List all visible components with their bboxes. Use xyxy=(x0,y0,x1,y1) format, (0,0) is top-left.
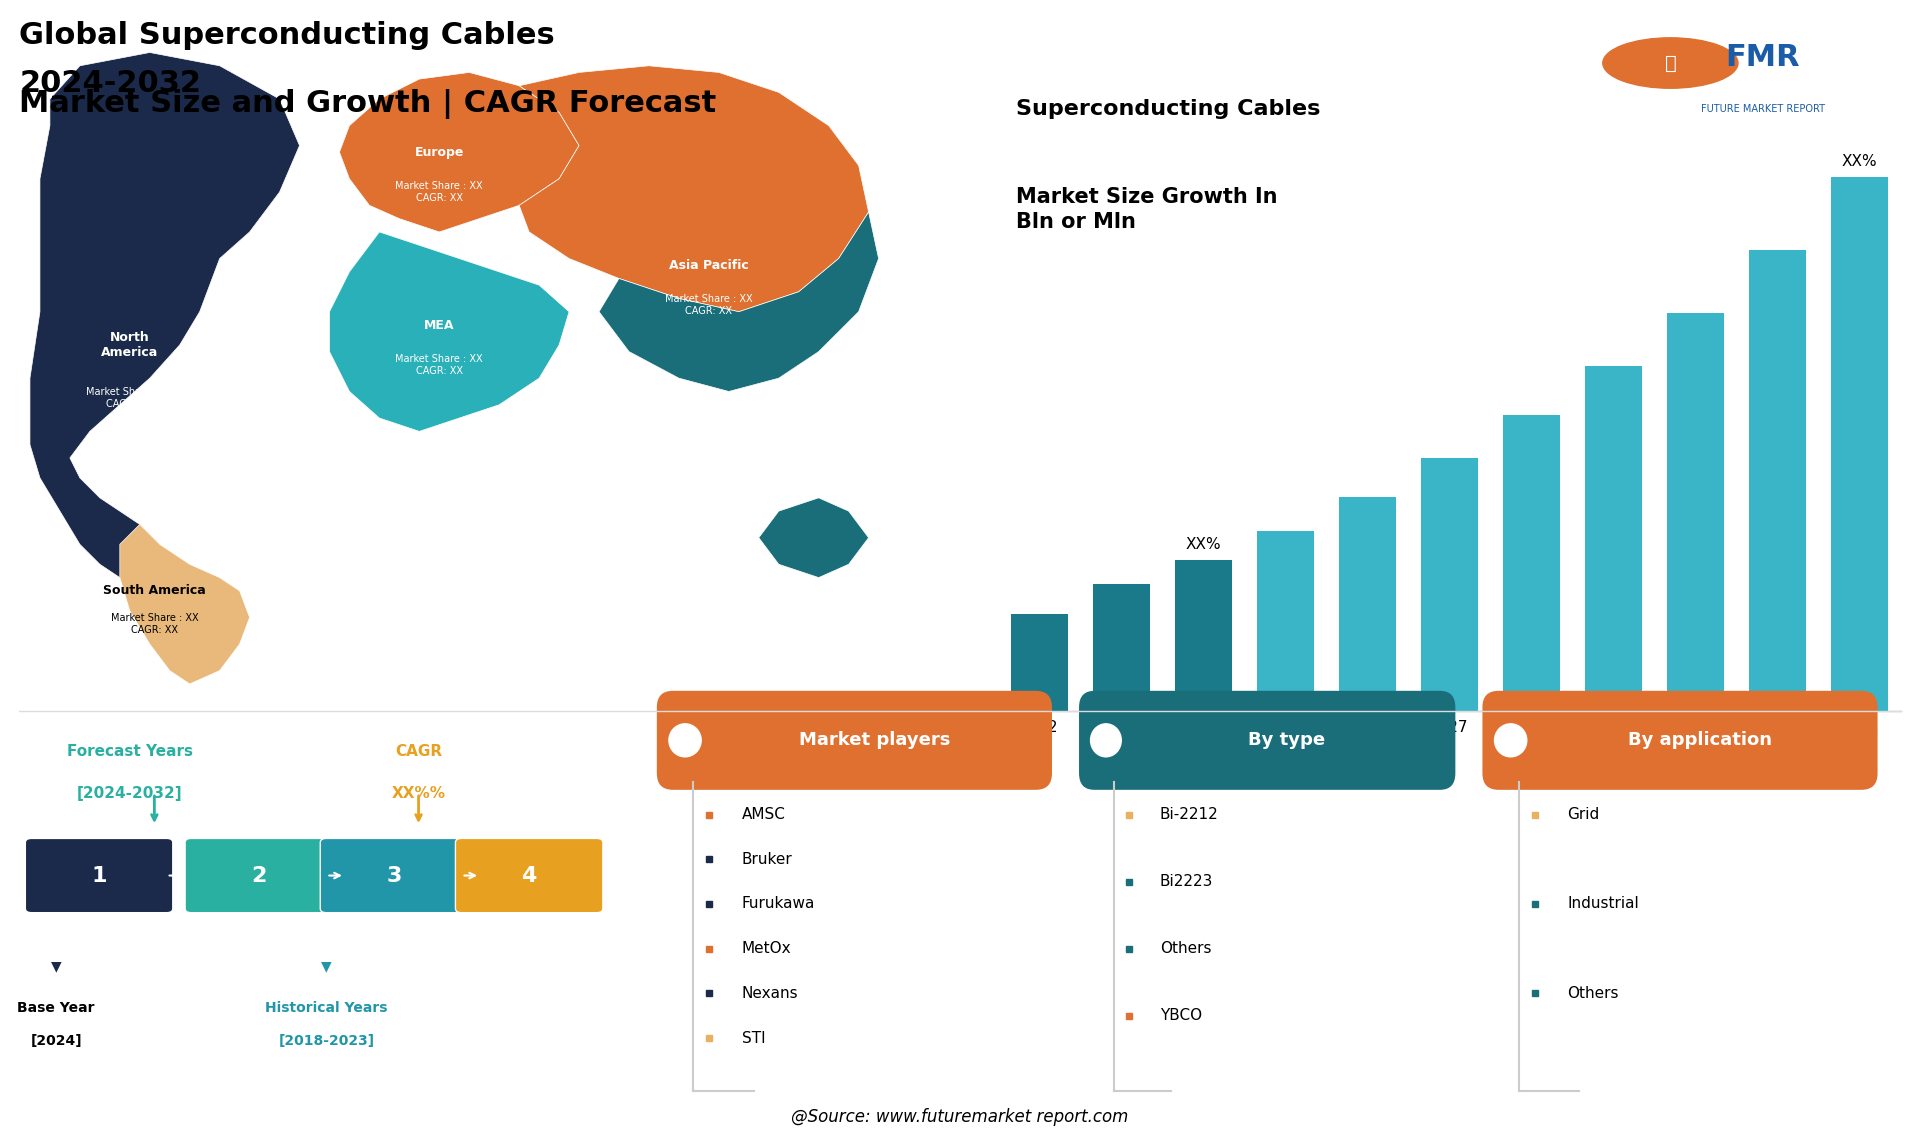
Text: 2024-2032: 2024-2032 xyxy=(19,69,202,97)
Text: Furukawa: Furukawa xyxy=(741,896,814,911)
Bar xyxy=(1667,313,1724,711)
Polygon shape xyxy=(119,525,250,684)
Text: Bruker: Bruker xyxy=(741,851,793,866)
Bar xyxy=(1010,613,1068,711)
Text: Asia Pacific: Asia Pacific xyxy=(668,259,749,272)
Circle shape xyxy=(1603,38,1738,88)
Text: Bi2223: Bi2223 xyxy=(1160,874,1213,889)
Polygon shape xyxy=(518,65,868,312)
Text: MetOx: MetOx xyxy=(741,941,791,956)
Bar xyxy=(1175,560,1233,711)
Text: 4: 4 xyxy=(522,865,538,886)
Text: ▼: ▼ xyxy=(321,959,332,973)
Bar xyxy=(1092,584,1150,711)
Bar xyxy=(1421,458,1478,711)
Text: By application: By application xyxy=(1628,731,1772,749)
Polygon shape xyxy=(758,497,868,578)
Text: North
America: North America xyxy=(102,331,159,359)
Circle shape xyxy=(1494,724,1526,756)
Text: Others: Others xyxy=(1567,986,1619,1000)
Text: YBCO: YBCO xyxy=(1160,1008,1202,1023)
Text: 2: 2 xyxy=(252,865,267,886)
Bar xyxy=(1749,250,1807,711)
Text: Industrial: Industrial xyxy=(1567,896,1640,911)
Bar xyxy=(1586,367,1642,711)
Text: 🔭: 🔭 xyxy=(1665,54,1676,72)
FancyBboxPatch shape xyxy=(321,839,468,912)
FancyBboxPatch shape xyxy=(657,691,1052,790)
Text: CAGR: CAGR xyxy=(396,744,442,760)
Text: Grid: Grid xyxy=(1567,807,1599,822)
Text: Forecast Years: Forecast Years xyxy=(67,744,192,760)
Text: AMSC: AMSC xyxy=(741,807,785,822)
Bar xyxy=(1832,178,1889,711)
FancyBboxPatch shape xyxy=(1482,691,1878,790)
Text: [2024]: [2024] xyxy=(31,1034,83,1047)
Text: Market Share : XX
CAGR: XX: Market Share : XX CAGR: XX xyxy=(111,613,198,635)
Text: MEA: MEA xyxy=(424,319,455,331)
FancyBboxPatch shape xyxy=(184,839,332,912)
Text: Base Year: Base Year xyxy=(17,1000,94,1014)
Text: Nexans: Nexans xyxy=(741,986,799,1000)
Text: Europe: Europe xyxy=(415,146,465,158)
Text: Global Superconducting Cables: Global Superconducting Cables xyxy=(19,21,555,49)
Polygon shape xyxy=(31,53,300,578)
Text: XX%: XX% xyxy=(1187,537,1221,552)
Text: Others: Others xyxy=(1160,941,1212,956)
Text: @Source: www.futuremarket report.com: @Source: www.futuremarket report.com xyxy=(791,1108,1129,1127)
Text: STI: STI xyxy=(741,1030,766,1045)
Bar xyxy=(1338,497,1396,711)
Text: South America: South America xyxy=(104,584,205,597)
Text: Bi-2212: Bi-2212 xyxy=(1160,807,1219,822)
Text: 1: 1 xyxy=(92,865,108,886)
Circle shape xyxy=(1091,724,1121,756)
Text: FUTURE MARKET REPORT: FUTURE MARKET REPORT xyxy=(1701,104,1824,113)
Text: 3: 3 xyxy=(386,865,401,886)
Text: Market Share : XX
CAGR: XX: Market Share : XX CAGR: XX xyxy=(396,354,484,376)
Polygon shape xyxy=(599,212,879,392)
Text: Market Share : XX
CAGR: XX: Market Share : XX CAGR: XX xyxy=(86,387,173,409)
FancyBboxPatch shape xyxy=(25,839,173,912)
FancyBboxPatch shape xyxy=(455,839,603,912)
Text: Superconducting Cables: Superconducting Cables xyxy=(1016,99,1321,119)
Bar xyxy=(1503,415,1561,711)
Text: [2018-2023]: [2018-2023] xyxy=(278,1034,374,1047)
Bar xyxy=(1258,531,1315,711)
Text: XX%%: XX%% xyxy=(392,785,445,801)
Text: Market Share : XX
CAGR: XX: Market Share : XX CAGR: XX xyxy=(396,181,484,203)
Text: [2024-2032]: [2024-2032] xyxy=(77,785,182,801)
Text: Market Size Growth In
Bln or Mln: Market Size Growth In Bln or Mln xyxy=(1016,188,1279,233)
FancyBboxPatch shape xyxy=(1079,691,1455,790)
Text: ▼: ▼ xyxy=(50,959,61,973)
Polygon shape xyxy=(340,72,580,231)
Text: Historical Years: Historical Years xyxy=(265,1000,388,1014)
Text: Market Size and Growth | CAGR Forecast: Market Size and Growth | CAGR Forecast xyxy=(19,89,716,119)
Circle shape xyxy=(668,724,701,756)
Text: XX%: XX% xyxy=(1841,155,1878,170)
Text: FMR: FMR xyxy=(1726,42,1799,72)
Text: Market players: Market players xyxy=(799,731,950,749)
Text: By type: By type xyxy=(1248,731,1325,749)
Polygon shape xyxy=(330,231,568,431)
Text: Market Share : XX
CAGR: XX: Market Share : XX CAGR: XX xyxy=(664,295,753,316)
